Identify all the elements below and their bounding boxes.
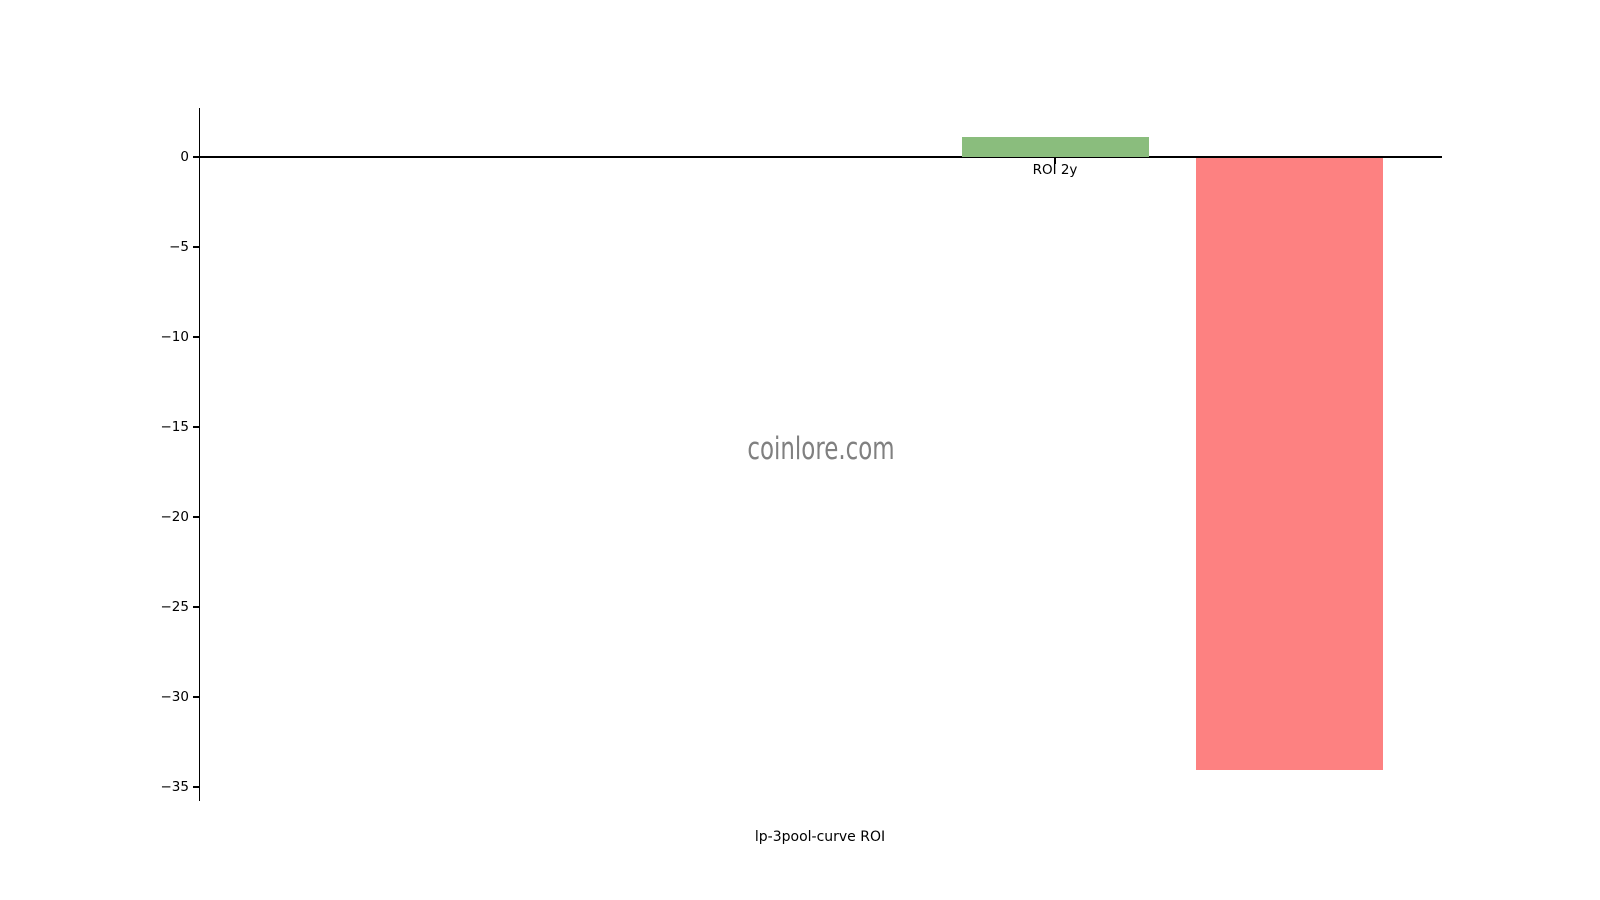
bar-negative — [1196, 157, 1383, 770]
watermark-text: coinlore.com — [747, 431, 895, 467]
x-axis-title: lp-3pool-curve ROI — [754, 829, 886, 845]
y-axis-tick-label: −5 — [169, 239, 189, 255]
y-axis-tick-label: −35 — [160, 779, 190, 795]
y-axis-tick — [193, 786, 199, 788]
y-axis-line — [199, 108, 201, 801]
x-axis-line — [199, 156, 1442, 158]
y-axis-tick-label: −20 — [160, 509, 190, 525]
y-axis-tick-label: −30 — [160, 689, 190, 705]
y-axis-tick — [193, 426, 199, 428]
y-axis-tick — [193, 336, 199, 338]
y-axis-tick-label: 0 — [180, 149, 189, 165]
y-axis-tick — [193, 516, 199, 518]
y-axis-tick — [193, 696, 199, 698]
y-axis-tick-label: −25 — [160, 599, 190, 615]
y-axis-tick — [193, 156, 199, 158]
x-axis-tick — [1054, 157, 1056, 164]
y-axis-tick-label: −10 — [160, 329, 190, 345]
y-axis-tick — [193, 606, 199, 608]
bar-positive — [961, 137, 1149, 157]
y-axis-tick-label: −15 — [160, 419, 190, 435]
x-axis-tick-label: ROI 2y — [1032, 162, 1078, 178]
y-axis-tick — [193, 246, 199, 248]
